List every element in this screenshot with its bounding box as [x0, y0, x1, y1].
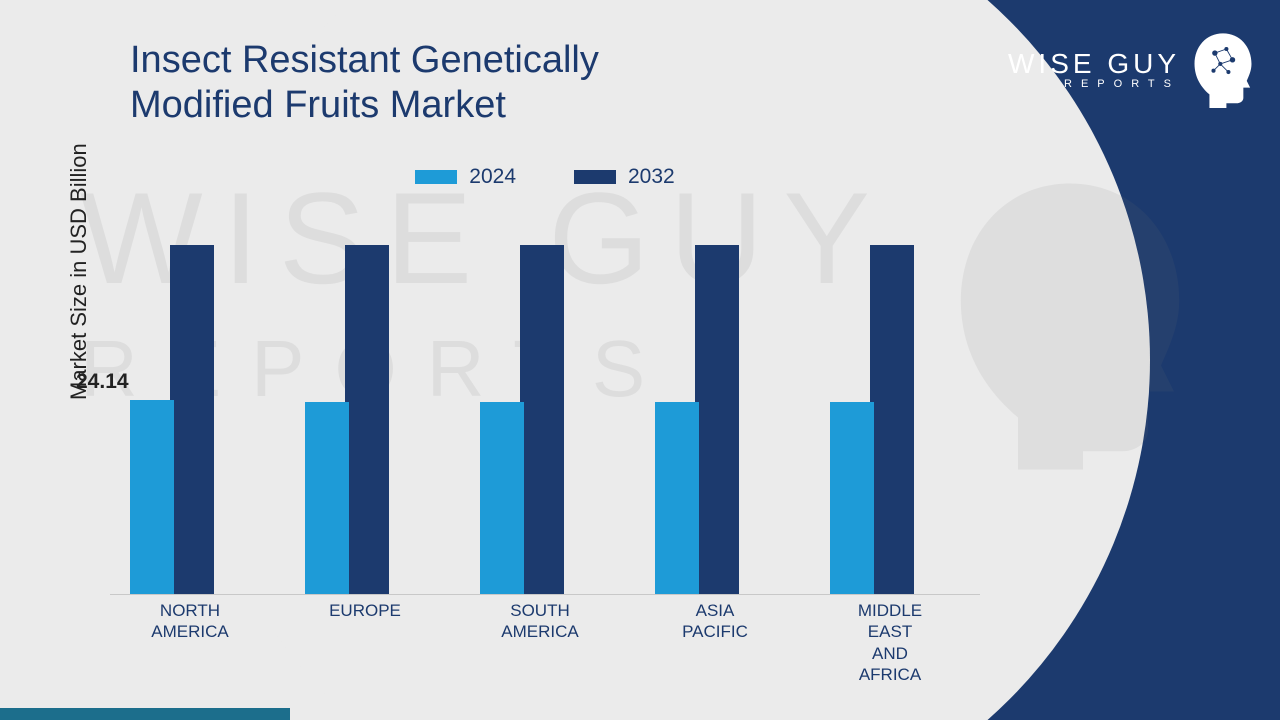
chart-area: 2024 2032 24.14 NORTHAMERICAEUROPESOUTHA… — [110, 165, 980, 595]
brand-name: WISE GUY — [1008, 48, 1180, 80]
bar-2024 — [130, 400, 174, 594]
brand-text: WISE GUY REPORTS — [1008, 48, 1180, 90]
brand-logo: WISE GUY REPORTS — [1008, 30, 1258, 108]
legend-item-2024: 2024 — [415, 165, 516, 189]
plot: 24.14 NORTHAMERICAEUROPESOUTHAMERICAASIA… — [110, 210, 980, 595]
bar-group: SOUTHAMERICA — [480, 245, 600, 594]
legend-swatch-1 — [415, 170, 457, 184]
bar-group: ASIAPACIFIC — [655, 245, 775, 594]
bar-2024 — [655, 402, 699, 595]
bar-2032 — [695, 245, 739, 594]
bar-group: MIDDLEEASTANDAFRICA — [830, 245, 950, 594]
y-axis-label: Market Size in USD Billion — [66, 143, 92, 400]
bar-2024 — [480, 402, 524, 595]
category-label: ASIAPACIFIC — [645, 600, 785, 643]
category-label: MIDDLEEASTANDAFRICA — [820, 600, 960, 685]
bar-2024 — [305, 402, 349, 595]
legend-label-2: 2032 — [628, 165, 675, 189]
category-label: NORTHAMERICA — [120, 600, 260, 643]
bar-2032 — [170, 245, 214, 594]
bar-2024 — [830, 402, 874, 595]
bar-2032 — [870, 245, 914, 594]
bottom-accent-bar — [0, 708, 290, 720]
legend-swatch-2 — [574, 170, 616, 184]
legend-label-1: 2024 — [469, 165, 516, 189]
plot-area: 24.14 NORTHAMERICAEUROPESOUTHAMERICAASIA… — [110, 210, 980, 595]
bar-2032 — [345, 245, 389, 594]
category-label: SOUTHAMERICA — [470, 600, 610, 643]
bar-2032 — [520, 245, 564, 594]
legend: 2024 2032 — [110, 165, 980, 189]
bar-group: EUROPE — [305, 245, 425, 594]
chart-title: Insect Resistant Genetically Modified Fr… — [130, 38, 750, 128]
legend-item-2032: 2032 — [574, 165, 675, 189]
chart-canvas: WISE GUY REPORTS WISE GUY REPORTS Insect… — [0, 0, 1280, 720]
category-label: EUROPE — [295, 600, 435, 621]
brand-head-icon — [1188, 30, 1258, 108]
data-label: 24.14 — [76, 370, 129, 394]
bar-group: NORTHAMERICA — [130, 245, 250, 594]
